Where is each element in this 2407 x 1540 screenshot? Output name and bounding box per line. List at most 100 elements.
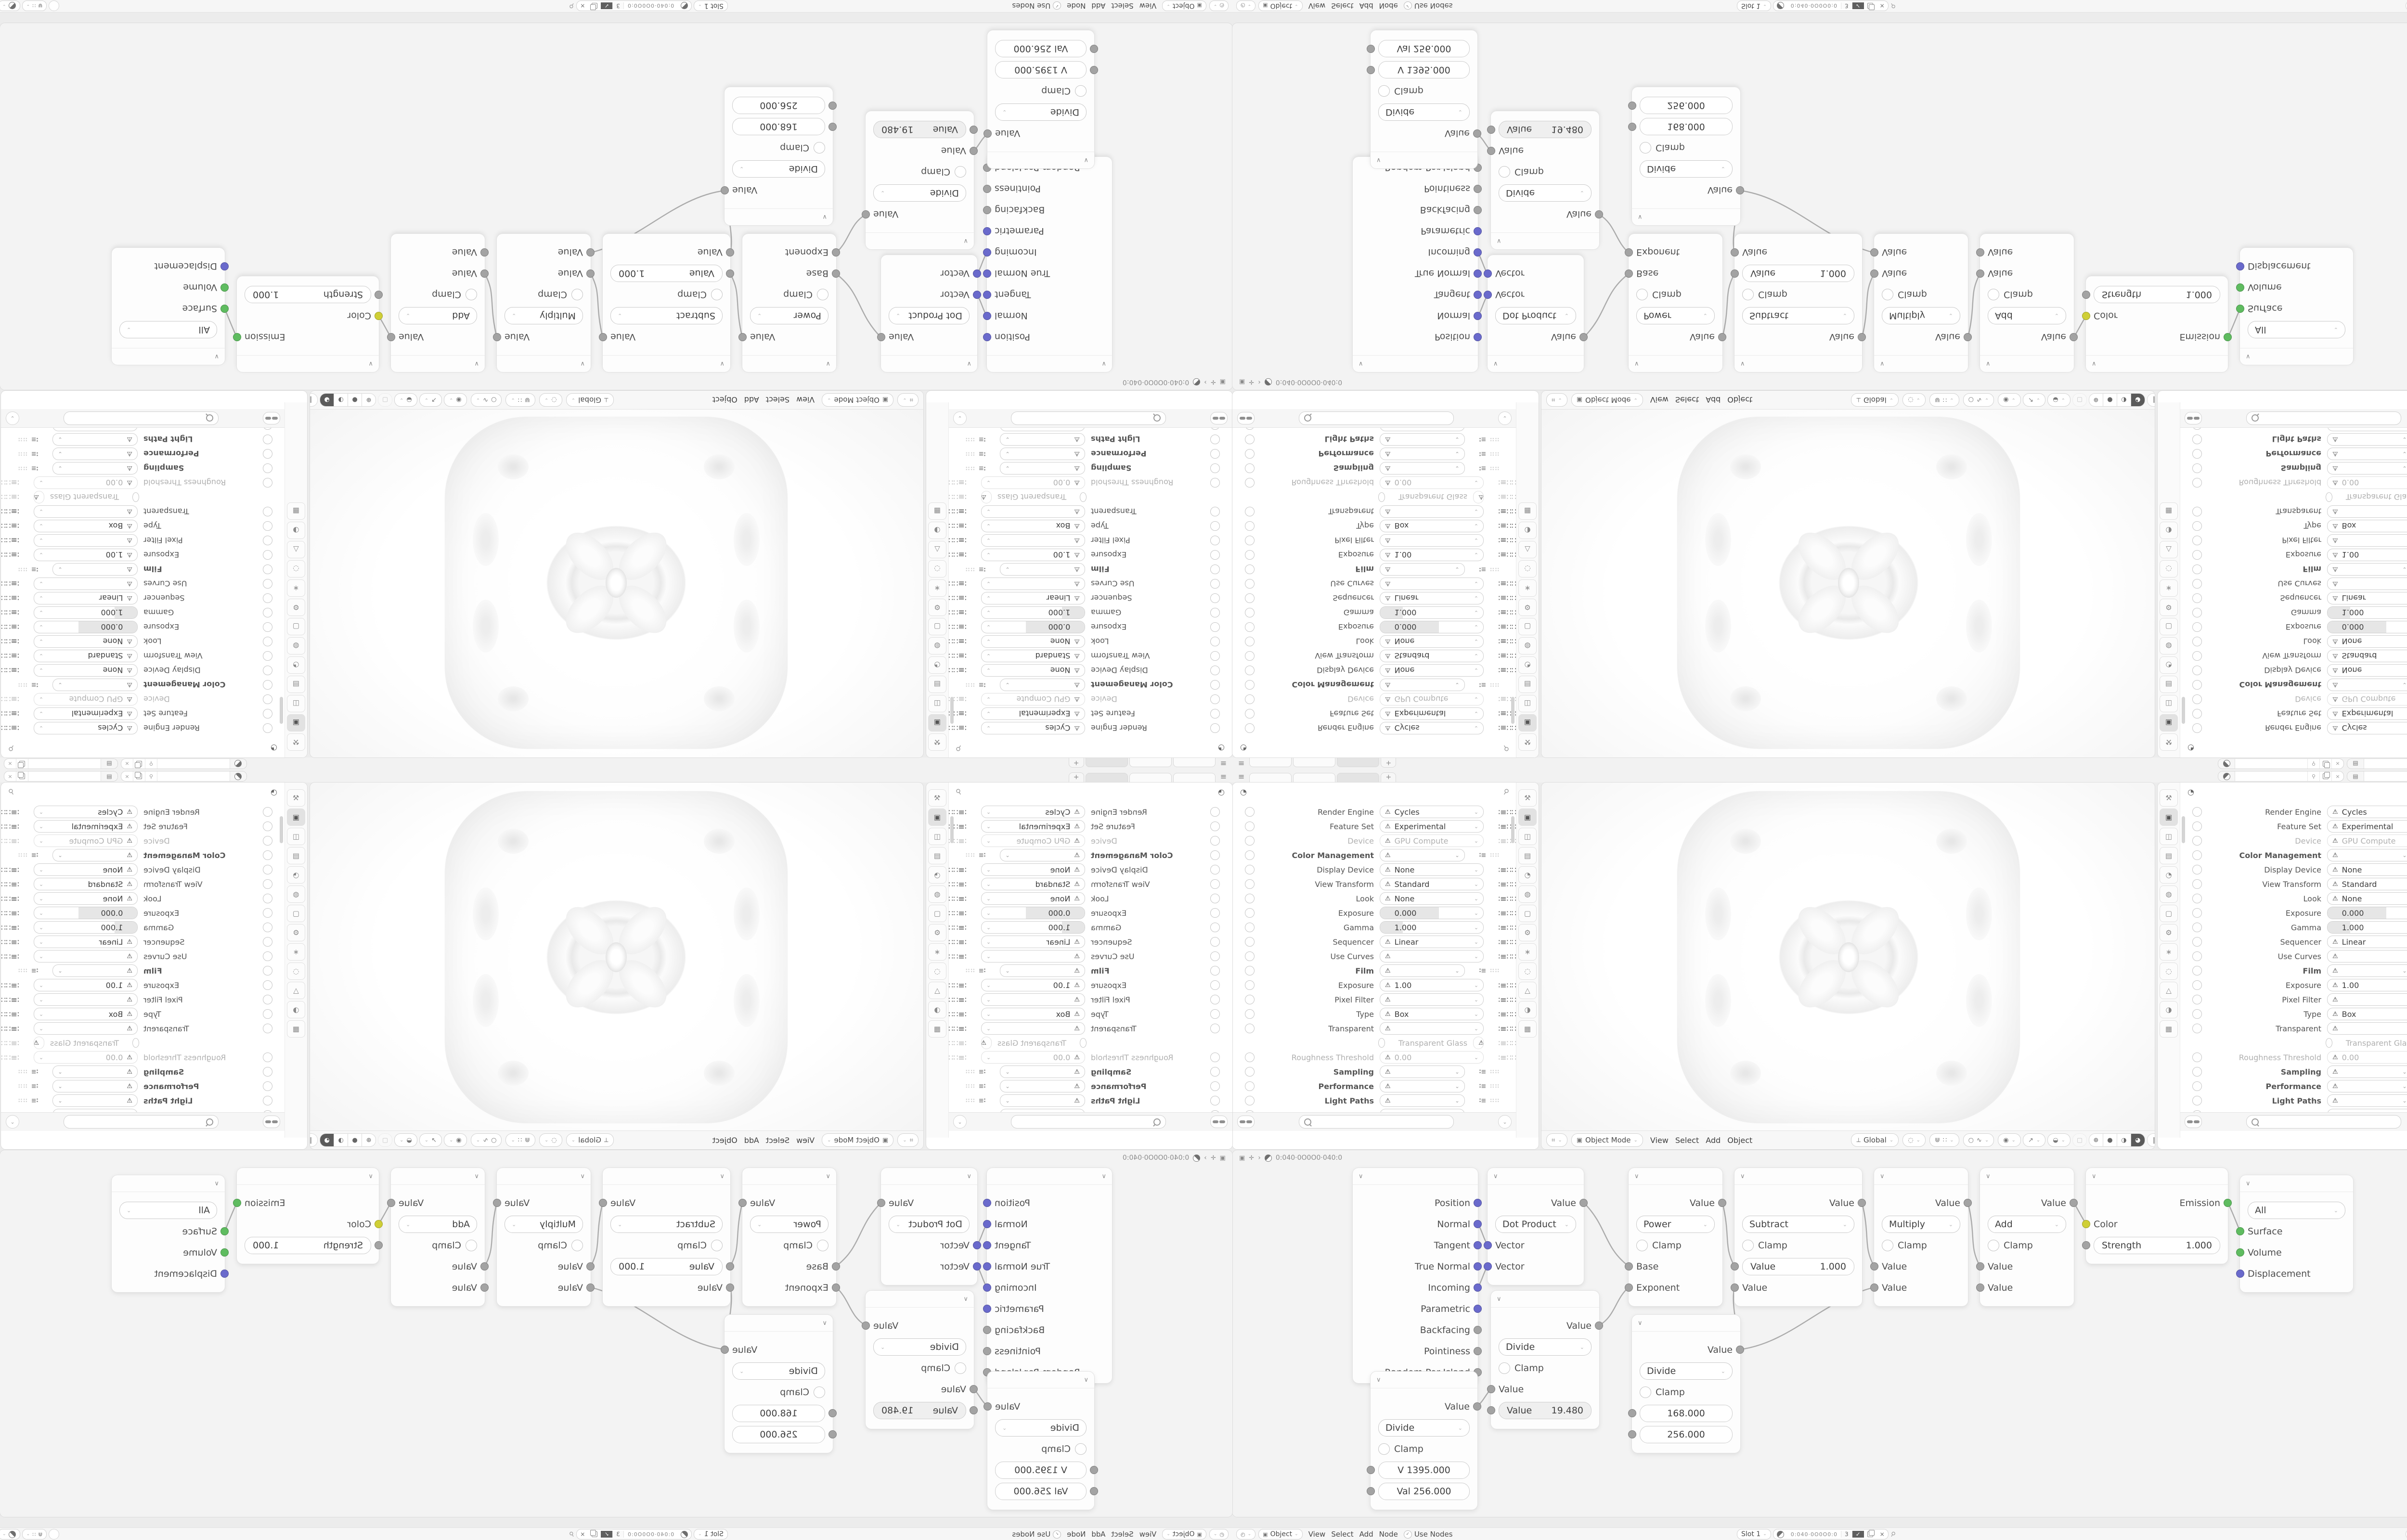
checkbox[interactable] (2192, 593, 2202, 603)
drag-grip-icon[interactable]: ∷∷ (1506, 593, 1516, 603)
checkbox[interactable] (1245, 807, 1255, 817)
drag-grip-icon[interactable]: ∷∷ (1506, 1038, 1516, 1048)
shader-node-editor[interactable]: ▣ ✛ › 0:040·0O0O0·040:0 ∨ Position (0, 23, 1232, 390)
properties-row[interactable]: Gamma ⚠ 1.000 ⌄ ∶≡ ∷∷ (1, 605, 285, 620)
properties-row[interactable]: Render Engine ⚠ Cycles ⌄ ∶≡ ∷∷ (1232, 721, 1516, 735)
node-output-row[interactable]: Value (387, 1193, 485, 1214)
drag-grip-icon[interactable]: ∷∷ (948, 937, 958, 947)
node-input-row[interactable]: Value (603, 1277, 734, 1298)
properties-row[interactable]: Film ⚠ ⌄ ∶≡ ∷∷ (1, 562, 285, 577)
input-socket[interactable] (970, 126, 978, 134)
row-field[interactable]: ⚠ ⌄ (2327, 993, 2407, 1006)
drag-grip-icon[interactable]: ∷∷ (1, 865, 11, 874)
row-field[interactable]: ⚠ ⌄ (52, 563, 138, 576)
node-header[interactable]: ∨ (866, 232, 974, 249)
properties-row[interactable]: Exposure ⚠ 1.00 ⌄ ∶≡ ∷∷ (948, 978, 1232, 992)
node-output-row[interactable]: Value (1371, 1396, 1481, 1417)
preset-list-icon[interactable]: ∶≡ (978, 681, 986, 689)
drag-grip-icon[interactable]: ∷∷ (1506, 865, 1516, 874)
row-field[interactable]: ⚠ ⌄ (2327, 433, 2407, 446)
node-output-row[interactable]: True Normal (1353, 263, 1482, 284)
preset-list-icon[interactable]: ∶≡ (31, 1068, 39, 1076)
node-value-field-row[interactable]: Val 256.000 (987, 1481, 1098, 1502)
object-visibility-dropdown[interactable]: ◉ ⌄ (444, 393, 467, 407)
drag-grip-icon[interactable]: ∷∷ (1, 1038, 11, 1048)
clamp-checkbox[interactable]: Clamp (1041, 1443, 1087, 1455)
properties-row[interactable]: Color Management ⚠ ⌄ ∶≡ ∷∷ (948, 848, 1232, 862)
node-output-row[interactable]: True Normal (983, 1256, 1112, 1277)
unlink-icon[interactable]: × (2331, 771, 2343, 781)
operation-dropdown[interactable]: Divide ⌄ (1640, 1362, 1733, 1380)
checkbox[interactable] (1245, 908, 1255, 918)
properties-row[interactable]: Performance ⚠ ⌄ ∶≡ ∷∷ (948, 1079, 1232, 1093)
preset-list-icon[interactable]: ∶≡ (958, 666, 967, 675)
node-value-field-row[interactable]: Strength 1.000 (237, 284, 383, 305)
input-socket[interactable] (973, 291, 981, 299)
row-field[interactable]: ⚠ ⌄ (981, 950, 1085, 962)
properties-tab[interactable]: ∗ (928, 943, 946, 961)
drag-grip-icon[interactable]: ∷∷ (1, 894, 11, 903)
drag-grip-icon[interactable]: ∷∷ (1, 1024, 11, 1033)
preset-list-icon[interactable]: ∶≡ (11, 1024, 19, 1033)
material-datablock[interactable]: 0:040·0O0O0:0 3 ✓ × (576, 1529, 692, 1540)
properties-row[interactable]: Transparent ⚠ ⌄ ∶≡ ∷∷ (2180, 504, 2407, 519)
preset-list-icon[interactable]: ∶≡ (1498, 536, 1507, 545)
properties-row[interactable]: Look ⚠ None ⌄ ∶≡ ∷∷ (2180, 634, 2407, 649)
row-field[interactable]: ⚠ GPU Compute ⌄ (2327, 693, 2407, 706)
drag-grip-icon[interactable]: ∷∷ (965, 852, 975, 859)
input-socket[interactable] (1367, 45, 1375, 53)
preset-list-icon[interactable]: ∶≡ (958, 651, 967, 661)
preset-list-icon[interactable]: ∶≡ (958, 593, 967, 603)
drag-grip-icon[interactable]: ∷∷ (17, 436, 27, 443)
node-multiply[interactable]: ∨ Value Multiply ⌄ Clamp Value Value (493, 234, 595, 372)
drag-grip-icon[interactable]: ∷∷ (1, 723, 11, 733)
node-input-row[interactable]: Value (497, 242, 595, 263)
row-field[interactable]: ⚠ ⌄ (52, 1094, 138, 1107)
preset-list-icon[interactable]: ∶≡ (1479, 1097, 1487, 1104)
slot-dropdown[interactable]: Slot 1 ⌄ (1737, 1529, 1771, 1540)
node-header[interactable]: ∨ (1734, 1168, 1862, 1185)
node-input-row[interactable]: Displacement (112, 256, 229, 277)
checkbox[interactable] (1245, 850, 1255, 860)
node-header[interactable]: ∨ (2086, 1168, 2228, 1185)
shading-rendered-button[interactable]: ◕ (320, 393, 334, 407)
user-count[interactable]: 3 (613, 1531, 624, 1538)
preset-list-icon[interactable]: ∶≡ (1498, 1052, 1507, 1062)
row-field[interactable]: ⚠ Box ⌄ (2327, 520, 2407, 532)
node-divide-c[interactable]: ∨ Value Divide ⌄ Clamp 168.000 256.000 (721, 1315, 837, 1453)
checkbox[interactable] (1245, 980, 1255, 990)
checkbox[interactable] (263, 435, 272, 444)
row-field[interactable]: ⚠ ⌄ (1000, 1094, 1085, 1107)
copy-icon[interactable] (2319, 759, 2331, 769)
row-field[interactable]: ⚠ GPU Compute ⌄ (33, 834, 138, 847)
node-divide-a[interactable]: ∨ Value Divide ⌄ Clamp V 1395.000 Val 256… (1367, 30, 1481, 168)
node-input-row[interactable]: Surface (112, 298, 229, 319)
menu-item[interactable]: View (796, 1135, 815, 1145)
properties-tab[interactable]: ◌ (2160, 962, 2178, 980)
target-dropdown[interactable]: All ⌄ (2248, 1202, 2345, 1219)
drag-grip-icon[interactable]: ∷∷ (1490, 1083, 1500, 1090)
properties-row[interactable]: Feature Set ⚠ Experimental ⌄ ∶≡ ∷∷ (2180, 706, 2407, 721)
xray-toggle[interactable]: ▢ (378, 1133, 393, 1147)
input-socket[interactable] (480, 270, 489, 278)
node-output-row[interactable]: Position (983, 326, 1112, 347)
checkbox[interactable] (1210, 980, 1220, 990)
workspace-tab[interactable] (1293, 772, 1336, 783)
unlink-icon[interactable]: × (121, 759, 133, 769)
checkbox[interactable] (263, 723, 272, 733)
node-output-row[interactable]: Normal (1353, 305, 1482, 326)
properties-row[interactable]: Pixel Filter ⚠ ⌄ ∶≡ ∷∷ (948, 533, 1232, 548)
checkbox[interactable] (2192, 1081, 2202, 1091)
row-field[interactable]: ⚠ ⌄ (2327, 1022, 2407, 1035)
node-output-row[interactable]: Value (1632, 180, 1744, 201)
menu-item[interactable]: Node (1067, 1530, 1086, 1539)
checkbox[interactable] (1210, 1024, 1220, 1033)
hamburger-menu-icon[interactable]: ≡ (1238, 759, 1245, 769)
properties-tab[interactable]: ▢ (2160, 905, 2178, 922)
preset-list-icon[interactable]: ∶≡ (11, 821, 19, 831)
properties-tab[interactable]: ◔ (928, 866, 946, 884)
properties-row[interactable]: Gamma ⚠ 1.000 ⌄ ∶≡ ∷∷ (2180, 920, 2407, 935)
node-output-row[interactable]: Tangent (1353, 284, 1482, 305)
properties-row[interactable]: Device ⚠ GPU Compute ⌄ ∶≡ ∷∷ (2180, 834, 2407, 848)
row-field[interactable]: ⚠ ⌄ (1473, 491, 1484, 503)
